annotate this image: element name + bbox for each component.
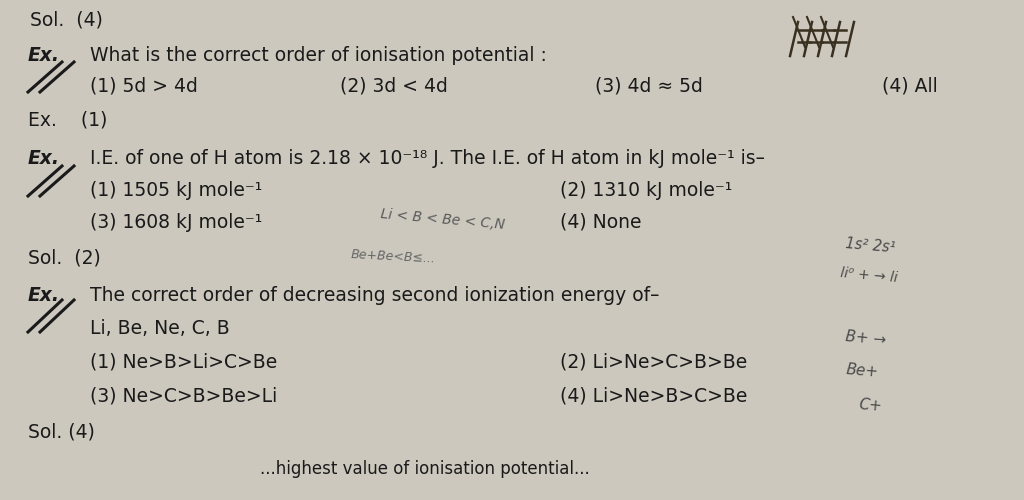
- Text: (1) 5d > 4d: (1) 5d > 4d: [90, 76, 198, 95]
- Text: (3) Ne>C>B>Be>Li: (3) Ne>C>B>Be>Li: [90, 386, 278, 405]
- Text: 1s² 2s¹: 1s² 2s¹: [845, 236, 896, 255]
- Text: (1) 1505 kJ mole⁻¹: (1) 1505 kJ mole⁻¹: [90, 181, 262, 200]
- Text: What is the correct order of ionisation potential :: What is the correct order of ionisation …: [90, 46, 547, 65]
- Text: Ex.: Ex.: [28, 149, 60, 168]
- Text: Sol. (4): Sol. (4): [28, 423, 95, 442]
- Text: (2) 3d < 4d: (2) 3d < 4d: [340, 76, 447, 95]
- Text: Li, Be, Ne, C, B: Li, Be, Ne, C, B: [90, 319, 229, 338]
- Text: (2) Li>Ne>C>B>Be: (2) Li>Ne>C>B>Be: [560, 353, 748, 372]
- Text: (4) None: (4) None: [560, 213, 641, 232]
- Text: (1) Ne>B>Li>C>Be: (1) Ne>B>Li>C>Be: [90, 353, 278, 372]
- Text: ...highest value of ionisation potential...: ...highest value of ionisation potential…: [260, 460, 590, 478]
- Text: li⁰ + → li: li⁰ + → li: [840, 266, 898, 285]
- Text: (4) All: (4) All: [882, 76, 938, 95]
- Text: Ex.    (1): Ex. (1): [28, 111, 108, 130]
- Text: Be+Be<B≤...: Be+Be<B≤...: [350, 248, 435, 265]
- Text: Sol.  (2): Sol. (2): [28, 248, 100, 267]
- Text: (3) 4d ≈ 5d: (3) 4d ≈ 5d: [595, 76, 702, 95]
- Text: (3) 1608 kJ mole⁻¹: (3) 1608 kJ mole⁻¹: [90, 213, 262, 232]
- Text: The correct order of decreasing second ionization energy of–: The correct order of decreasing second i…: [90, 286, 659, 305]
- Text: (4) Li>Ne>B>C>Be: (4) Li>Ne>B>C>Be: [560, 386, 748, 405]
- Text: Li < B < Be < C,N: Li < B < Be < C,N: [380, 207, 506, 232]
- Text: I.E. of one of H atom is 2.18 × 10⁻¹⁸ J. The I.E. of H atom in kJ mole⁻¹ is–: I.E. of one of H atom is 2.18 × 10⁻¹⁸ J.…: [90, 149, 765, 168]
- Text: Sol.  (4): Sol. (4): [30, 11, 102, 30]
- Text: Be+: Be+: [845, 362, 879, 380]
- Text: B+ →: B+ →: [845, 330, 887, 348]
- Text: Ex.: Ex.: [28, 286, 60, 305]
- Text: (2) 1310 kJ mole⁻¹: (2) 1310 kJ mole⁻¹: [560, 181, 732, 200]
- Text: Ex.: Ex.: [28, 46, 60, 65]
- Text: C+: C+: [858, 397, 883, 414]
